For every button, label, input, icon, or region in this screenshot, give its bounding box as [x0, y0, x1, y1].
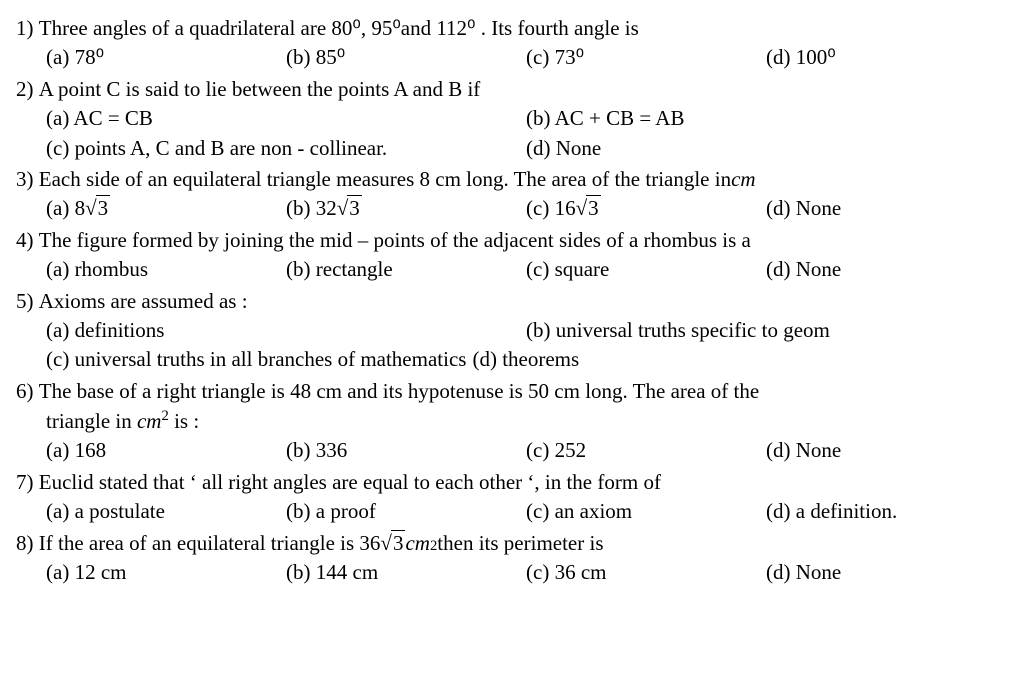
- q2-opt-a: (a) AC = CB: [46, 104, 526, 133]
- q7-opt-b: (b) a proof: [286, 497, 526, 526]
- q8-opt-b: (b) 144 cm: [286, 558, 526, 587]
- q7-opt-d: (d) a definition.: [766, 497, 1006, 526]
- q8-text-post: then its perimeter is: [437, 529, 603, 558]
- q8-sup: 2: [430, 536, 437, 557]
- q5-opt-b: (b) universal truths specific to geom: [526, 316, 1006, 345]
- question-4: 4) The figure formed by joining the mid …: [16, 226, 1008, 285]
- q5-opt-d: (d) theorems: [472, 345, 579, 374]
- q1-opt-b: (b) 85⁰: [286, 43, 526, 72]
- question-1: 1) Three angles of a quadrilateral are 8…: [16, 14, 1008, 73]
- q1-num: 1): [16, 14, 39, 43]
- q6-num: 6): [16, 377, 39, 406]
- q1-opt-a: (a) 78⁰: [46, 43, 286, 72]
- q6-text2-pre: triangle in: [46, 409, 137, 433]
- q5-opt-a: (a) definitions: [46, 316, 526, 345]
- q6-opt-c: (c) 252: [526, 436, 766, 465]
- question-8: 8) If the area of an equilateral triangl…: [16, 529, 1008, 588]
- q3-stem: 3) Each side of an equilateral triangle …: [16, 165, 1008, 194]
- q4-opt-d: (d) None: [766, 255, 1006, 284]
- q1-stem: 1) Three angles of a quadrilateral are 8…: [16, 14, 1008, 43]
- q5-stem: 5) Axioms are assumed as :: [16, 287, 1008, 316]
- q2-opt-c: (c) points A, C and B are non - collinea…: [46, 134, 526, 163]
- q6-sup: 2: [161, 408, 168, 424]
- q7-num: 7): [16, 468, 39, 497]
- question-2: 2) A point C is said to lie between the …: [16, 75, 1008, 163]
- q4-opt-a: (a) rhombus: [46, 255, 286, 284]
- q4-text: The figure formed by joining the mid – p…: [39, 226, 751, 255]
- q5-text: Axioms are assumed as :: [39, 287, 248, 316]
- q1-opt-d: (d) 100⁰: [766, 43, 1006, 72]
- q5-options: (a) definitions (b) universal truths spe…: [16, 316, 1008, 375]
- question-7: 7) Euclid stated that ‘ all right angles…: [16, 468, 1008, 527]
- q3-text-pre: Each side of an equilateral triangle mea…: [39, 165, 731, 194]
- q3-num: 3): [16, 165, 39, 194]
- q8-opt-d: (d) None: [766, 558, 1006, 587]
- q6-opt-a: (a) 168: [46, 436, 286, 465]
- q6-text: The base of a right triangle is 48 cm an…: [39, 377, 759, 406]
- q6-opt-d: (d) None: [766, 436, 1006, 465]
- q7-stem: 7) Euclid stated that ‘ all right angles…: [16, 468, 1008, 497]
- q3-opt-b: (b) 32√3: [286, 194, 526, 223]
- q4-options: (a) rhombus (b) rectangle (c) square (d)…: [16, 255, 1008, 284]
- q1-options: (a) 78⁰ (b) 85⁰ (c) 73⁰ (d) 100⁰: [16, 43, 1008, 72]
- q8-unit: cm: [405, 529, 430, 558]
- q3-opt-c: (c) 16√3: [526, 194, 766, 223]
- q2-stem: 2) A point C is said to lie between the …: [16, 75, 1008, 104]
- q5-opt-c: (c) universal truths in all branches of …: [46, 345, 466, 374]
- q7-options: (a) a postulate (b) a proof (c) an axiom…: [16, 497, 1008, 526]
- question-3: 3) Each side of an equilateral triangle …: [16, 165, 1008, 224]
- q8-stem: 8) If the area of an equilateral triangl…: [16, 529, 1008, 558]
- question-6: 6) The base of a right triangle is 48 cm…: [16, 377, 1008, 466]
- q3-opt-a: (a) 8√3: [46, 194, 286, 223]
- q2-opt-b: (b) AC + CB = AB: [526, 104, 1006, 133]
- q2-text: A point C is said to lie between the poi…: [39, 75, 481, 104]
- q3-options: (a) 8√3 (b) 32√3 (c) 16√3 (d) None: [16, 194, 1008, 223]
- q8-sqrt: √3: [380, 529, 405, 558]
- q6-stem: 6) The base of a right triangle is 48 cm…: [16, 377, 1008, 406]
- q8-options: (a) 12 cm (b) 144 cm (c) 36 cm (d) None: [16, 558, 1008, 587]
- q4-num: 4): [16, 226, 39, 255]
- q8-opt-a: (a) 12 cm: [46, 558, 286, 587]
- q3-opt-d: (d) None: [766, 194, 1006, 223]
- question-5: 5) Axioms are assumed as : (a) definitio…: [16, 287, 1008, 375]
- q6-text2-post: is :: [169, 409, 199, 433]
- q6-opt-b: (b) 336: [286, 436, 526, 465]
- q1-text: Three angles of a quadrilateral are 80⁰,…: [39, 14, 639, 43]
- q6-stem-line2: triangle in cm2 is :: [16, 406, 1008, 436]
- q1-opt-c: (c) 73⁰: [526, 43, 766, 72]
- q2-options: (a) AC = CB (b) AC + CB = AB (c) points …: [16, 104, 1008, 163]
- q6-options: (a) 168 (b) 336 (c) 252 (d) None: [16, 436, 1008, 465]
- q8-opt-c: (c) 36 cm: [526, 558, 766, 587]
- q4-opt-b: (b) rectangle: [286, 255, 526, 284]
- q2-num: 2): [16, 75, 39, 104]
- q3-unit: cm: [731, 165, 756, 194]
- q4-stem: 4) The figure formed by joining the mid …: [16, 226, 1008, 255]
- q7-opt-c: (c) an axiom: [526, 497, 766, 526]
- q5-num: 5): [16, 287, 39, 316]
- q7-opt-a: (a) a postulate: [46, 497, 286, 526]
- q2-opt-d: (d) None: [526, 134, 1006, 163]
- q6-unit: cm: [137, 409, 162, 433]
- q8-num: 8): [16, 529, 39, 558]
- q8-text-pre: If the area of an equilateral triangle i…: [39, 529, 381, 558]
- q4-opt-c: (c) square: [526, 255, 766, 284]
- q7-text: Euclid stated that ‘ all right angles ar…: [39, 468, 661, 497]
